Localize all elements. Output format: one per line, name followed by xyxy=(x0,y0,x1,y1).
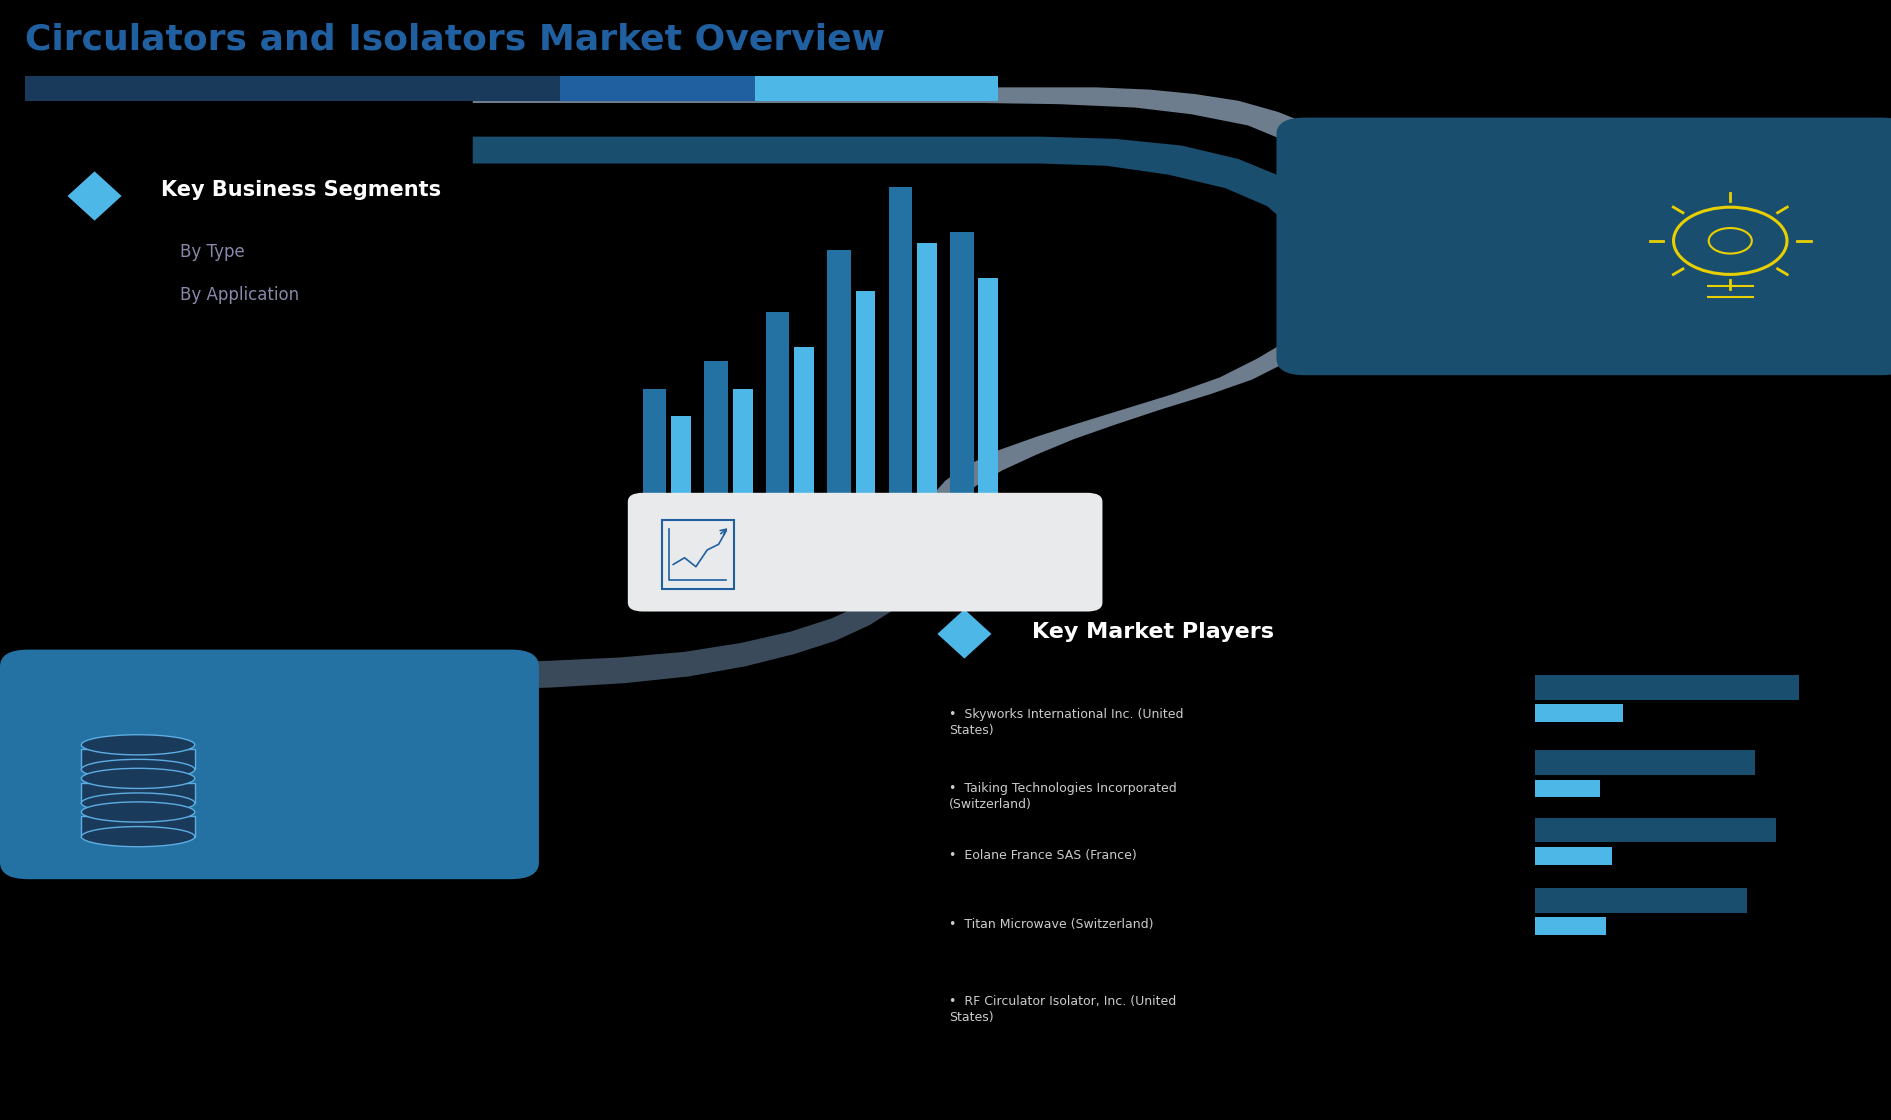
FancyBboxPatch shape xyxy=(828,250,851,493)
FancyBboxPatch shape xyxy=(25,76,560,101)
FancyBboxPatch shape xyxy=(1535,818,1776,842)
Ellipse shape xyxy=(81,759,195,780)
FancyBboxPatch shape xyxy=(1535,704,1622,722)
Text: 5.2%: 5.2% xyxy=(756,526,841,556)
Text: •  Titan Microwave (Switzerland): • Titan Microwave (Switzerland) xyxy=(949,918,1154,932)
Text: Billion USD: Billion USD xyxy=(255,769,346,787)
FancyBboxPatch shape xyxy=(855,291,876,493)
Ellipse shape xyxy=(81,793,195,813)
FancyBboxPatch shape xyxy=(1535,847,1611,865)
Text: •  Eolane France SAS (France): • Eolane France SAS (France) xyxy=(949,849,1136,862)
FancyBboxPatch shape xyxy=(1535,675,1800,700)
FancyBboxPatch shape xyxy=(81,749,195,769)
Text: •  Taiking Technologies Incorporated
(Switzerland): • Taiking Technologies Incorporated (Swi… xyxy=(949,782,1176,811)
Text: Market Growth: Market Growth xyxy=(756,560,864,575)
Text: Key Market Players: Key Market Players xyxy=(1032,622,1275,642)
FancyBboxPatch shape xyxy=(628,493,1102,612)
Text: XX: XX xyxy=(1352,174,1416,216)
FancyBboxPatch shape xyxy=(755,76,998,101)
Text: Circulators and Isolators Market Overview: Circulators and Isolators Market Overvie… xyxy=(25,22,885,56)
Text: Key Business Segments: Key Business Segments xyxy=(161,180,441,200)
Ellipse shape xyxy=(81,802,195,822)
Polygon shape xyxy=(1305,134,1314,358)
Ellipse shape xyxy=(81,768,195,788)
Polygon shape xyxy=(938,609,991,659)
Polygon shape xyxy=(1305,134,1329,358)
FancyBboxPatch shape xyxy=(81,816,195,837)
FancyBboxPatch shape xyxy=(643,389,666,493)
Text: By Application: By Application xyxy=(180,286,299,304)
Text: 1.7: 1.7 xyxy=(255,715,325,753)
FancyBboxPatch shape xyxy=(794,347,813,493)
FancyBboxPatch shape xyxy=(917,243,936,493)
FancyBboxPatch shape xyxy=(671,417,690,493)
Polygon shape xyxy=(473,87,1384,533)
FancyBboxPatch shape xyxy=(0,650,539,879)
Text: By Type: By Type xyxy=(180,243,244,261)
FancyBboxPatch shape xyxy=(1276,118,1891,375)
FancyBboxPatch shape xyxy=(732,389,753,493)
FancyBboxPatch shape xyxy=(1535,780,1600,797)
FancyBboxPatch shape xyxy=(705,361,728,493)
FancyBboxPatch shape xyxy=(951,233,974,493)
Text: •  Skyworks International Inc. (United
States): • Skyworks International Inc. (United St… xyxy=(949,708,1184,737)
FancyBboxPatch shape xyxy=(889,187,911,493)
Polygon shape xyxy=(68,171,121,221)
FancyBboxPatch shape xyxy=(978,278,998,493)
Polygon shape xyxy=(38,533,938,691)
Text: (2023): (2023) xyxy=(255,809,310,827)
Text: •  RF Circulator Isolator, Inc. (United
States): • RF Circulator Isolator, Inc. (United S… xyxy=(949,995,1176,1024)
Ellipse shape xyxy=(81,735,195,755)
FancyBboxPatch shape xyxy=(81,783,195,803)
FancyBboxPatch shape xyxy=(766,312,789,493)
Text: (2030): (2030) xyxy=(1352,278,1407,296)
FancyBboxPatch shape xyxy=(1535,888,1747,913)
FancyBboxPatch shape xyxy=(1535,917,1605,935)
Polygon shape xyxy=(1305,140,1384,358)
Polygon shape xyxy=(473,137,1329,260)
Text: -CAGR: -CAGR xyxy=(756,589,804,604)
Text: Billion USD: Billion USD xyxy=(1352,235,1443,253)
FancyBboxPatch shape xyxy=(560,76,755,101)
FancyBboxPatch shape xyxy=(1535,750,1755,775)
Ellipse shape xyxy=(81,827,195,847)
